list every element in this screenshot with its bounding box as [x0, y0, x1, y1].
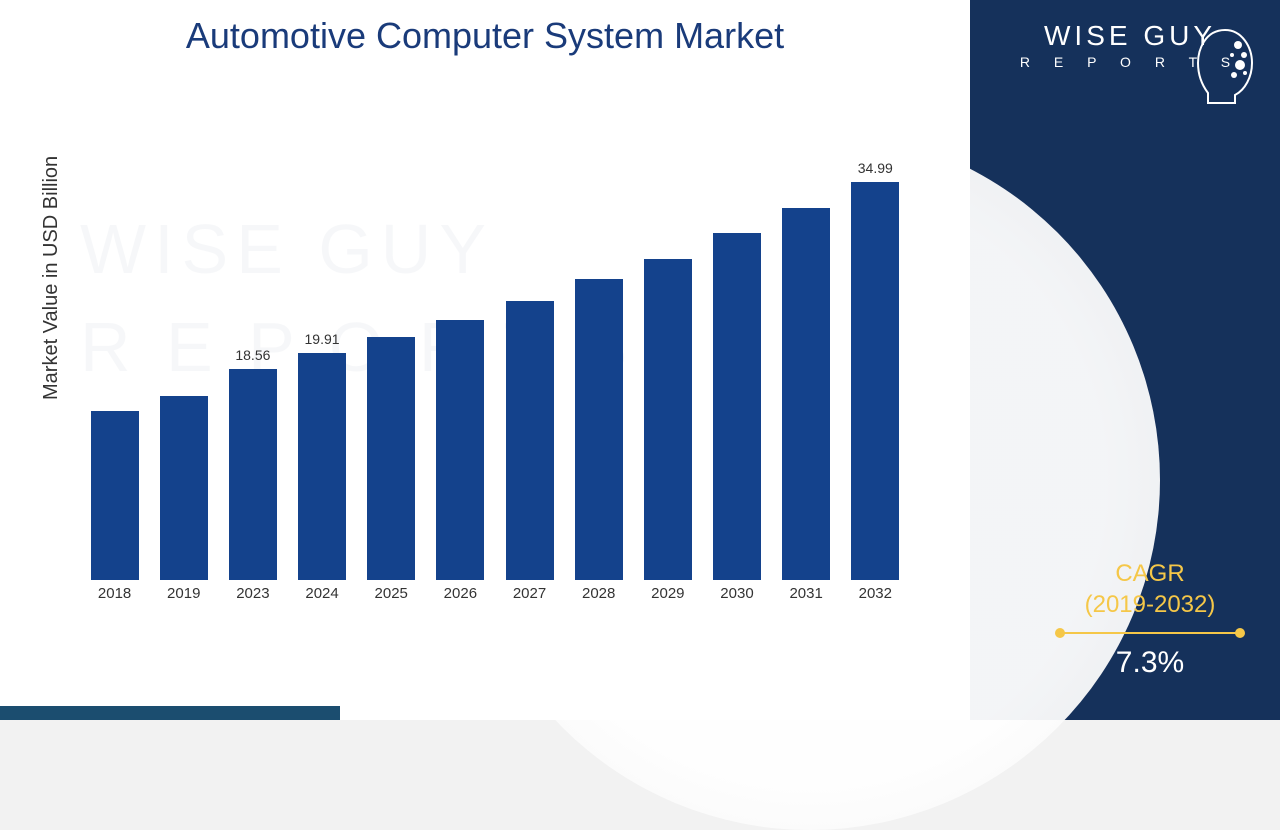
bar-group	[500, 279, 560, 580]
bar	[229, 369, 277, 580]
bar	[160, 396, 208, 581]
y-axis-label: Market Value in USD Billion	[40, 156, 63, 400]
bar	[91, 411, 139, 580]
chart-area: 18.56 19.91 34.99	[80, 150, 910, 580]
x-tick: 2026	[430, 585, 490, 602]
x-tick: 2018	[85, 585, 145, 602]
bar-group	[776, 186, 836, 580]
bar	[506, 301, 554, 580]
cagr-block: CAGR (2019-2032) 7.3%	[1020, 558, 1280, 680]
bar-value-label: 34.99	[858, 160, 893, 178]
bar-group	[569, 257, 629, 580]
bar	[575, 279, 623, 580]
cagr-divider	[1060, 632, 1240, 634]
bar-group: 18.56	[223, 347, 283, 580]
bar-value-label: 19.91	[305, 331, 340, 349]
x-tick: 2028	[569, 585, 629, 602]
bar-group	[85, 389, 145, 580]
bar-value-label: 18.56	[235, 347, 270, 365]
x-tick: 2024	[292, 585, 352, 602]
bottom-stripe	[0, 706, 340, 720]
x-tick: 2031	[776, 585, 836, 602]
x-tick: 2019	[154, 585, 214, 602]
bar	[367, 337, 415, 580]
bar	[713, 233, 761, 580]
bar-group	[638, 237, 698, 580]
bar-group	[707, 211, 767, 580]
cagr-label: CAGR (2019-2032)	[1020, 558, 1280, 620]
x-tick: 2029	[638, 585, 698, 602]
bar-group	[154, 374, 214, 581]
x-tick: 2027	[500, 585, 560, 602]
x-axis: 2018 2019 2023 2024 2025 2026 2027 2028 2029 2030…	[80, 585, 910, 602]
bar-group	[430, 298, 490, 580]
bar	[782, 208, 830, 580]
x-tick: 2023	[223, 585, 283, 602]
bar-group: 34.99	[845, 160, 905, 580]
x-tick: 2030	[707, 585, 767, 602]
bar	[851, 182, 899, 580]
brand-head-icon	[1190, 25, 1260, 105]
bar-group: 19.91	[292, 331, 352, 580]
bar-group	[361, 315, 421, 580]
cagr-text: CAGR	[1115, 560, 1184, 587]
x-tick: 2032	[845, 585, 905, 602]
cagr-value: 7.3%	[1020, 646, 1280, 680]
bar	[644, 259, 692, 580]
bar	[436, 320, 484, 580]
bar	[298, 353, 346, 580]
main-chart-panel: Automotive Computer System Market WISE G…	[0, 0, 970, 720]
cagr-period: (2019-2032)	[1085, 591, 1216, 618]
chart-title: Automotive Computer System Market	[0, 15, 970, 57]
bar-container: 18.56 19.91 34.99	[80, 150, 910, 580]
x-tick: 2025	[361, 585, 421, 602]
